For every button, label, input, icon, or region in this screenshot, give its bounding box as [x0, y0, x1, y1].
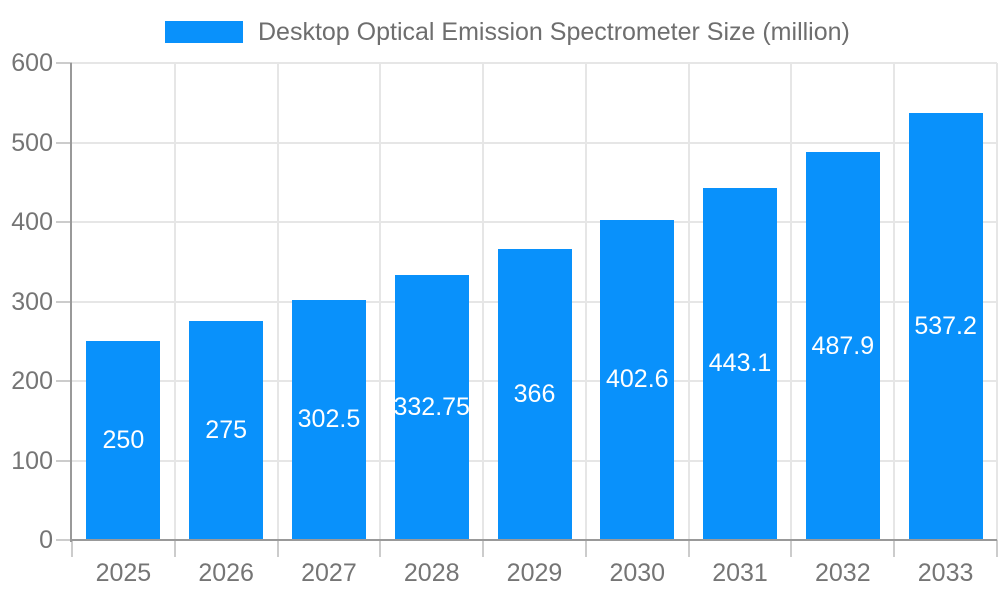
bar-value-label: 302.5 [297, 405, 361, 434]
y-axis-tick [56, 141, 72, 144]
y-axis-tick [56, 539, 72, 541]
v-gridline [996, 63, 998, 540]
bar-value-label: 250 [102, 426, 145, 455]
x-axis-tick-label: 2029 [506, 559, 563, 587]
bar-2026: 275 [189, 321, 264, 540]
legend-swatch-icon [165, 21, 243, 43]
h-gridline [72, 62, 997, 64]
x-axis-tick-label: 2031 [712, 559, 768, 587]
y-axis-tick-label: 100 [11, 446, 53, 475]
bar-value-label: 402.6 [605, 365, 669, 394]
bar-value-label: 332.75 [393, 393, 470, 422]
y-axis-tick [56, 221, 72, 223]
bar-2030: 402.6 [600, 219, 675, 540]
bar-value-label: 366 [513, 380, 556, 408]
bar-value-label: 537.2 [914, 311, 977, 340]
x-axis-tick [687, 540, 690, 557]
v-gridline [790, 63, 793, 540]
bar-2027: 302.5 [291, 299, 366, 540]
bar-2028: 332.75 [393, 275, 470, 540]
v-gridline [482, 63, 485, 540]
x-axis-tick [71, 540, 73, 557]
x-axis-tick-label: 2025 [95, 559, 152, 587]
v-gridline [276, 63, 279, 540]
x-axis-tick [790, 540, 793, 557]
bar-2031: 443.1 [703, 187, 778, 540]
x-axis-tick [893, 540, 896, 557]
v-gridline [893, 63, 896, 540]
y-axis-tick-label: 300 [11, 287, 53, 316]
x-axis-tick-label: 2026 [198, 559, 254, 587]
y-axis-tick-label: 0 [39, 526, 53, 554]
x-axis-tick [584, 540, 587, 557]
bar-2025: 250 [86, 341, 161, 540]
bar-2033: 537.2 [908, 112, 983, 540]
h-gridline [72, 141, 997, 144]
bar-value-label: 443.1 [708, 349, 772, 378]
y-axis-line [70, 63, 72, 542]
v-gridline [584, 63, 587, 540]
y-axis-tick-label: 400 [11, 208, 53, 236]
h-gridline [72, 221, 997, 223]
chart-title: Desktop Optical Emission Spectrometer Si… [258, 17, 850, 46]
x-axis-line [70, 539, 997, 541]
x-axis-tick-label: 2030 [609, 559, 666, 587]
bar-value-label: 275 [205, 416, 248, 445]
bar-2032: 487.9 [805, 152, 880, 540]
v-gridline [379, 63, 382, 540]
y-axis-tick-label: 600 [11, 49, 53, 77]
x-axis-tick [482, 540, 485, 557]
x-axis-tick-label: 2028 [403, 559, 460, 587]
y-axis-tick-label: 200 [11, 367, 53, 395]
x-axis-tick [379, 540, 382, 557]
y-axis-tick [56, 62, 72, 64]
x-axis-tick-label: 2032 [815, 559, 871, 587]
y-axis-tick-label: 500 [11, 128, 53, 157]
bar-2029: 366 [497, 249, 572, 540]
x-axis-tick [173, 540, 176, 557]
x-axis-tick [276, 540, 279, 557]
x-axis-tick [996, 540, 998, 557]
y-axis-tick [56, 300, 72, 303]
x-axis-tick-label: 2027 [301, 559, 357, 587]
bar-value-label: 487.9 [811, 331, 875, 360]
v-gridline [687, 63, 690, 540]
y-axis-tick [56, 380, 72, 382]
chart-legend: Desktop Optical Emission Spectrometer Si… [165, 17, 850, 47]
v-gridline [173, 63, 176, 540]
x-axis-tick-label: 2033 [917, 559, 974, 587]
y-axis-tick [56, 459, 72, 462]
